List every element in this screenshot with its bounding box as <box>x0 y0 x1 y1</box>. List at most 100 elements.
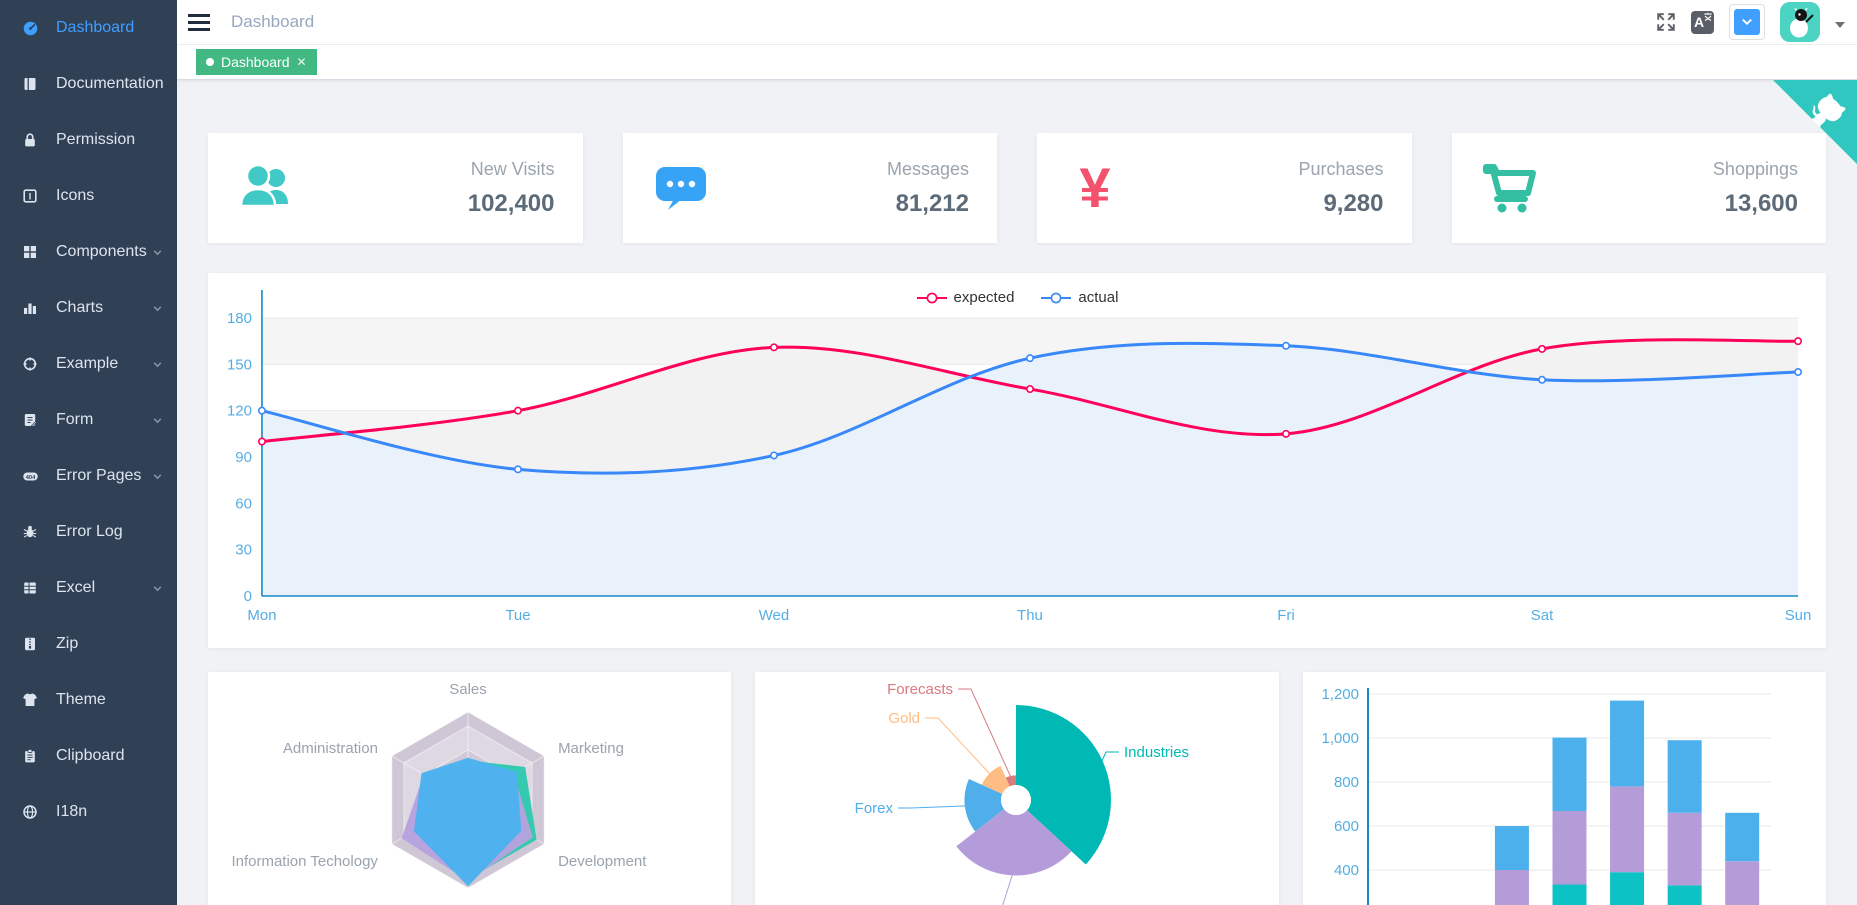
panel-value: 13,600 <box>1724 189 1798 217</box>
chevron-down-icon <box>152 359 163 370</box>
sidebar-item-label: I18n <box>56 803 88 820</box>
sidebar-item-label: Icons <box>56 187 95 204</box>
target-icon <box>21 355 39 373</box>
panel-value: 9,280 <box>1323 189 1384 217</box>
svg-text:Forex: Forex <box>855 800 894 817</box>
sidebar-item-documentation[interactable]: Documentation <box>0 56 177 112</box>
sidebar-item-excel[interactable]: Excel <box>0 560 177 616</box>
sidebar-item-theme[interactable]: Theme <box>0 672 177 728</box>
close-icon[interactable]: ✕ <box>296 55 307 69</box>
sidebar-item-icons[interactable]: I Icons <box>0 168 177 224</box>
tags-view-bar: Dashboard ✕ <box>177 45 1857 80</box>
sidebar-item-label: Zip <box>56 635 79 652</box>
svg-text:Gold: Gold <box>889 710 921 727</box>
sidebar-item-permission[interactable]: Permission <box>0 112 177 168</box>
tag-label: Dashboard <box>221 54 290 70</box>
svg-text:150: 150 <box>227 356 252 373</box>
panel-label: Purchases <box>1298 158 1384 179</box>
zip-file-icon <box>21 635 39 653</box>
svg-text:Thu: Thu <box>1017 607 1043 624</box>
legend-item-expected[interactable]: expected <box>916 289 1014 306</box>
sidebar-item-label: Error Log <box>56 523 123 540</box>
pie-chart: Industries Forex Gold Forecasts <box>855 681 1189 905</box>
chevron-down-icon <box>152 471 163 482</box>
panel-group: New Visits 102,400 Messages 81 <box>208 133 1826 243</box>
sidebar-item-clipboard[interactable]: Clipboard <box>0 728 177 784</box>
sidebar-item-label: Form <box>56 411 94 428</box>
fullscreen-icon[interactable] <box>1656 12 1676 32</box>
svg-text:I: I <box>29 191 32 201</box>
app-main: New Visits 102,400 Messages 81 <box>177 80 1857 905</box>
svg-text:400: 400 <box>1334 862 1359 879</box>
svg-text:1,000: 1,000 <box>1321 730 1359 747</box>
navbar: Dashboard A <box>177 0 1857 45</box>
sidebar-item-label: Error Pages <box>56 467 142 484</box>
money-icon <box>1063 160 1127 216</box>
github-corner-icon[interactable] <box>1773 80 1857 164</box>
tag-dashboard[interactable]: Dashboard ✕ <box>196 49 317 75</box>
bug-icon <box>21 523 39 541</box>
lock-icon <box>21 131 39 149</box>
language-icon[interactable]: A <box>1691 10 1714 34</box>
svg-text:1,200: 1,200 <box>1321 686 1359 703</box>
svg-text:90: 90 <box>235 449 252 466</box>
dashboard-icon <box>21 19 39 37</box>
breadcrumb: Dashboard <box>231 12 315 31</box>
sidebar-item-zip[interactable]: Zip <box>0 616 177 672</box>
panel-card-shoppings[interactable]: Shoppings 13,600 <box>1451 133 1826 243</box>
panel-card-new-visits[interactable]: New Visits 102,400 <box>208 133 583 243</box>
sidebar-item-error-pages[interactable]: 404 Error Pages <box>0 448 177 504</box>
book-icon <box>21 75 39 93</box>
sidebar-item-label: Dashboard <box>56 19 135 36</box>
line-chart: 0 30 60 90 120 150 180 Mon Tue Wed Thu Fri Sat Sun <box>227 290 1811 624</box>
chevron-down-icon <box>152 415 163 426</box>
theme-picker[interactable] <box>1729 4 1765 40</box>
excel-sheet-icon <box>21 579 39 597</box>
hamburger-menu-button[interactable] <box>177 0 222 45</box>
legend-item-actual[interactable]: actual <box>1040 289 1118 306</box>
clipboard-icon <box>21 747 39 765</box>
panel-label: Messages <box>886 158 969 179</box>
sidebar-item-label: Theme <box>56 691 106 708</box>
svg-text:Marketing: Marketing <box>558 740 624 757</box>
chevron-down-icon <box>152 583 163 594</box>
theme-color-swatch <box>1734 9 1760 35</box>
bar-chart-icon <box>21 299 39 317</box>
shopping-cart-icon <box>1478 163 1542 213</box>
caret-down-icon[interactable] <box>1835 22 1845 28</box>
svg-text:Administration: Administration <box>283 740 378 757</box>
peoples-icon <box>234 164 298 212</box>
svg-text:Fri: Fri <box>1277 607 1294 624</box>
panel-value: 81,212 <box>895 189 969 217</box>
error-404-icon: 404 <box>21 467 39 485</box>
svg-text:30: 30 <box>235 542 252 559</box>
svg-text:404: 404 <box>25 474 35 480</box>
sidebar-item-components[interactable]: Components <box>0 224 177 280</box>
sidebar-item-error-log[interactable]: Error Log <box>0 504 177 560</box>
sidebar-item-charts[interactable]: Charts <box>0 280 177 336</box>
components-icon <box>21 243 39 261</box>
svg-text:Information Techology: Information Techology <box>231 853 378 870</box>
line-chart-legend: expected actual <box>208 289 1826 306</box>
sidebar: Dashboard Documentation Permission I Ico… <box>0 0 177 905</box>
panel-label: New Visits <box>470 158 555 179</box>
svg-text:Mon: Mon <box>247 607 276 624</box>
svg-text:60: 60 <box>235 495 252 512</box>
panel-card-messages[interactable]: Messages 81,212 <box>622 133 997 243</box>
radar-chart-card: Sales Marketing Development Information Tec… <box>208 672 732 905</box>
svg-text:Sales: Sales <box>449 681 487 698</box>
sidebar-item-label: Clipboard <box>56 747 125 764</box>
sidebar-item-form[interactable]: Form <box>0 392 177 448</box>
sidebar-item-dashboard[interactable]: Dashboard <box>0 0 177 56</box>
sidebar-item-example[interactable]: Example <box>0 336 177 392</box>
panel-card-purchases[interactable]: Purchases 9,280 <box>1037 133 1412 243</box>
svg-text:180: 180 <box>227 310 252 327</box>
sidebar-item-i18n[interactable]: I18n <box>0 784 177 840</box>
panel-label: Shoppings <box>1712 158 1798 179</box>
svg-text:0: 0 <box>244 588 252 605</box>
sidebar-item-label: Permission <box>56 131 136 148</box>
avatar[interactable] <box>1780 2 1820 42</box>
sidebar-item-label: Documentation <box>56 75 164 92</box>
